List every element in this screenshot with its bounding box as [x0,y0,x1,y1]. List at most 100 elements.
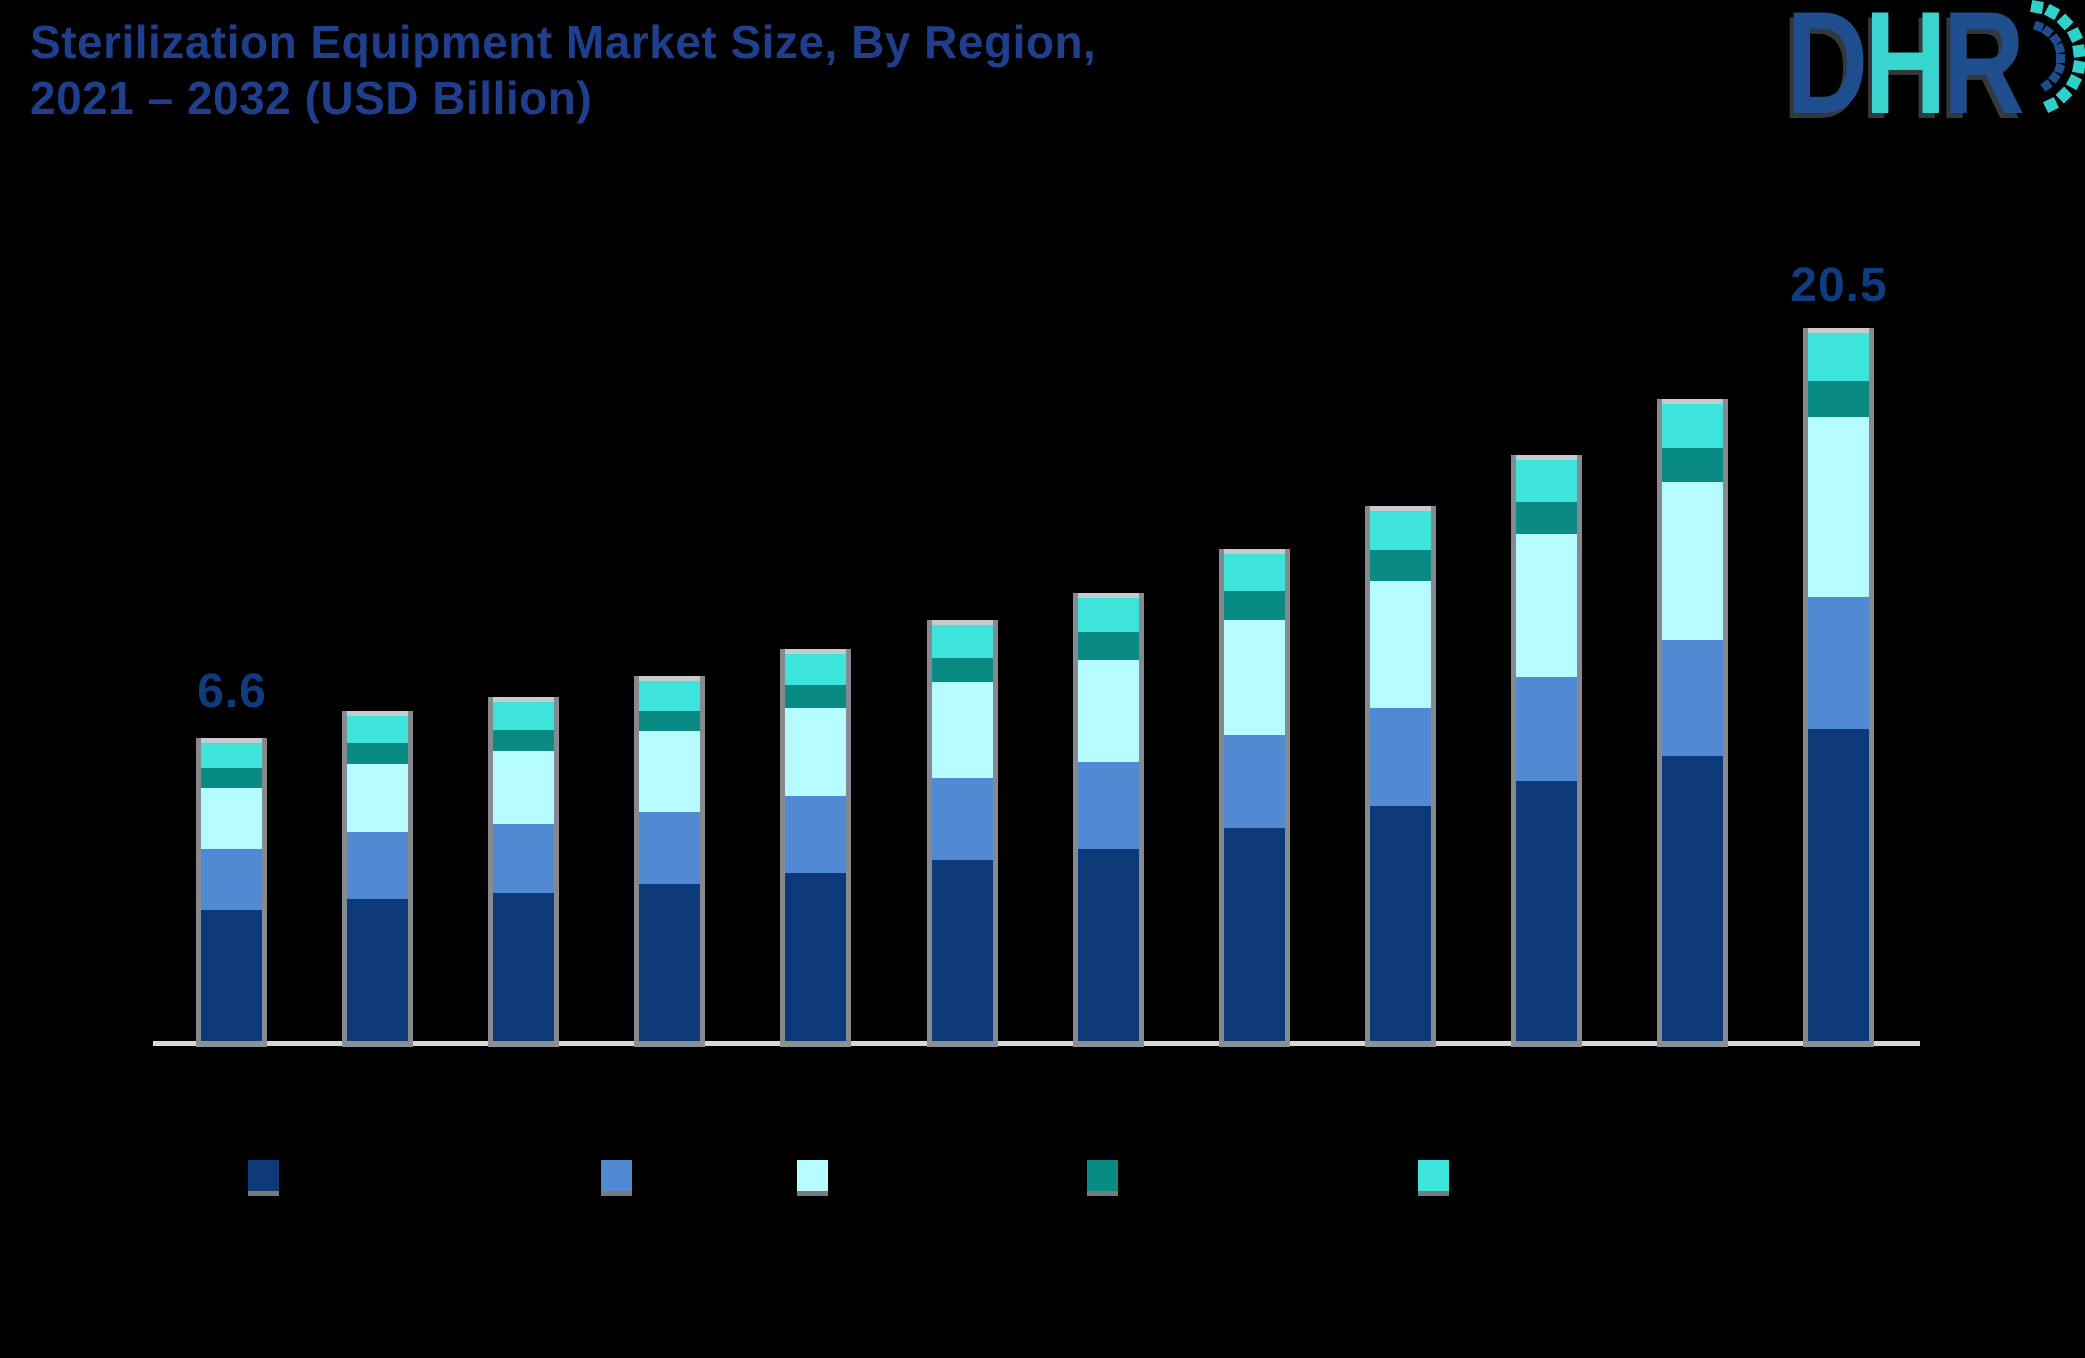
segment-series-3-pale-cyan-2023 [493,751,555,825]
segment-series-2-medium-blue-2024 [639,812,701,885]
bar-2025 [780,649,852,1047]
logo-letter-r: R [1942,0,2025,144]
segment-series-5-turquoise-2022 [347,716,409,744]
segment-series-4-teal-2030 [1515,502,1577,535]
segment-series-5-turquoise-2023 [493,702,555,731]
logo-dot-icon [2065,74,2083,91]
segment-series-2-medium-blue-2027 [1077,762,1139,849]
segment-series-3-pale-cyan-2030 [1515,534,1577,678]
segment-series-4-teal-2021 [201,768,262,788]
logo-letter-d: D [1786,0,1868,144]
logo-dot-icon [2048,71,2061,85]
segment-series-1-navy-2021 [201,910,262,1041]
legend-swatch-2 [601,1160,632,1191]
segment-series-4-teal-2027 [1077,632,1139,660]
segment-series-2-medium-blue-2022 [347,832,409,900]
bar-2023 [488,696,560,1047]
segment-series-5-turquoise-2025 [785,654,847,686]
logo-dot-icon [2055,86,2073,104]
segment-series-3-pale-cyan-2021 [201,787,262,849]
logo-dot-icon [2040,78,2054,92]
segment-series-2-medium-blue-2026 [931,778,993,861]
segment-series-2-medium-blue-2030 [1515,677,1577,781]
segment-series-5-turquoise-2021 [201,743,262,769]
bar-2032 [1803,327,1875,1048]
segment-series-1-navy-2024 [639,884,701,1041]
bar-2031 [1657,398,1728,1048]
segment-series-5-turquoise-2024 [639,681,701,711]
segment-series-1-navy-2026 [931,860,993,1041]
segment-series-5-turquoise-2026 [931,625,993,658]
segment-series-2-medium-blue-2032 [1808,597,1870,730]
logo-dot-icon [2042,96,2059,113]
data-label-2032: 20.5 [1790,259,1888,312]
segment-series-2-medium-blue-2021 [201,848,262,911]
segment-series-2-medium-blue-2031 [1662,640,1723,757]
logo-dot-icon [2056,53,2066,64]
segment-series-4-teal-2023 [493,730,555,752]
page-title: Sterilization Equipment Market Size, By … [30,14,1096,126]
segment-series-1-navy-2023 [493,892,555,1041]
segment-series-2-medium-blue-2023 [493,824,555,893]
segment-series-3-pale-cyan-2022 [347,763,409,833]
dhr-logo: DHR [1786,0,2025,136]
bar-2022 [342,711,414,1047]
logo-dot-icon [2072,43,2085,58]
segment-series-1-navy-2032 [1808,729,1870,1041]
segment-series-2-medium-blue-2025 [785,795,847,873]
logo-dot-icon [2044,3,2061,21]
segment-series-4-teal-2025 [785,685,847,708]
legend-swatch-4 [1087,1160,1118,1191]
title-line-1: Sterilization Equipment Market Size, By … [30,16,1097,68]
segment-series-3-pale-cyan-2031 [1662,482,1723,641]
segment-series-4-teal-2031 [1662,448,1723,483]
bar-2030 [1510,454,1582,1048]
logo-dot-icon [2072,60,2085,74]
segment-series-1-navy-2027 [1077,848,1139,1041]
logo-dot-icon [2066,27,2083,44]
segment-series-3-pale-cyan-2025 [785,707,847,796]
segment-series-1-navy-2025 [785,872,847,1041]
segment-series-3-pale-cyan-2024 [639,731,701,813]
segment-series-4-teal-2026 [931,657,993,683]
bar-2029 [1364,505,1436,1048]
legend-swatch-3 [797,1160,828,1191]
logo-dot-icon [2053,42,2066,54]
segment-series-3-pale-cyan-2028 [1223,620,1285,736]
segment-series-4-teal-2024 [639,710,701,732]
segment-series-1-navy-2022 [347,899,409,1041]
logo-dot-icon [2056,13,2074,31]
segment-series-3-pale-cyan-2032 [1808,417,1870,598]
logo-dot-icon [2048,32,2062,46]
logo-letter-h: H [1864,0,1946,144]
logo-dot-icon [2053,63,2065,75]
segment-series-1-navy-2029 [1369,805,1431,1041]
segment-series-5-turquoise-2029 [1369,510,1431,551]
title-line-2: 2021 – 2032 (USD Billion) [30,72,593,124]
bar-2026 [926,620,998,1047]
segment-series-3-pale-cyan-2026 [931,682,993,779]
bar-2028 [1218,549,1290,1047]
segment-series-1-navy-2030 [1515,780,1577,1041]
legend-swatch-5 [1418,1160,1449,1191]
bar-2021 [196,738,267,1047]
logo-dot-icon [2041,25,2055,38]
segment-series-1-navy-2028 [1223,827,1285,1041]
segment-series-4-teal-2029 [1369,550,1431,581]
x-axis-baseline [153,1041,1920,1046]
segment-series-5-turquoise-2031 [1662,403,1723,449]
legend-swatch-1 [248,1160,279,1191]
segment-series-5-turquoise-2032 [1808,332,1870,381]
logo-dot-icon [2033,21,2045,33]
data-label-2021: 6.6 [197,665,267,718]
segment-series-4-teal-2028 [1223,591,1285,621]
segment-series-2-medium-blue-2029 [1369,707,1431,806]
segment-series-3-pale-cyan-2029 [1369,580,1431,708]
segment-series-4-teal-2032 [1808,380,1870,418]
segment-series-4-teal-2022 [347,743,409,764]
logo-dot-icon [2030,0,2044,14]
segment-series-5-turquoise-2027 [1077,598,1139,633]
